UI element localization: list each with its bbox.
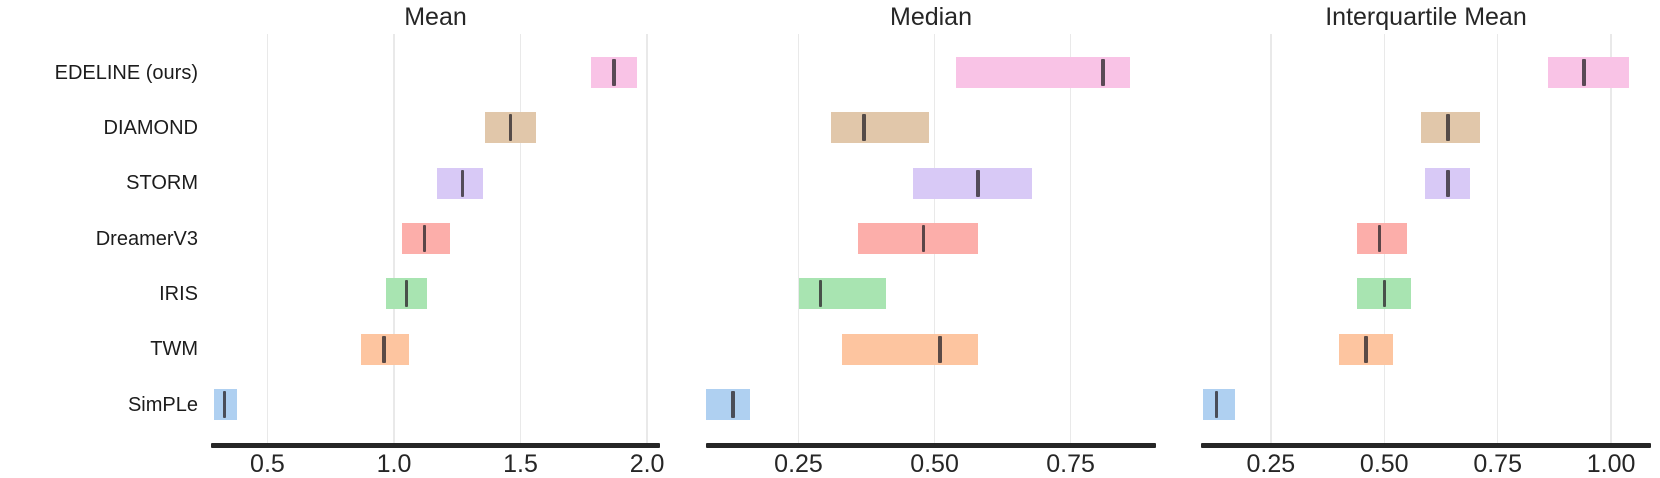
point-estimate-line xyxy=(1214,391,1219,419)
interval-bar-storm xyxy=(912,167,1033,199)
gridline-0.25 xyxy=(1270,34,1272,443)
x-axis-line xyxy=(211,443,660,448)
interval-bar-simple xyxy=(706,389,750,421)
point-estimate-line xyxy=(1382,280,1387,308)
x-axis-line xyxy=(706,443,1156,448)
interval-bar-dreamerv3 xyxy=(1357,223,1407,255)
point-estimate-line xyxy=(1377,225,1382,253)
point-estimate-line xyxy=(921,225,926,253)
point-estimate-line xyxy=(862,114,866,142)
point-estimate-line xyxy=(938,335,942,363)
interval-bar-twm xyxy=(842,333,979,365)
panel-interquartile-mean: Interquartile Mean 0.25 0.50 0.75 1.00 xyxy=(1201,0,1651,478)
point-estimate-line xyxy=(818,280,823,308)
point-estimate-line xyxy=(976,169,980,197)
row-label-1: EDELINE (ours) xyxy=(54,61,198,84)
x-tick-label-0.75: 0.75 xyxy=(1046,450,1095,478)
point-estimate-line xyxy=(1364,335,1368,363)
row-label-7: SimPLe xyxy=(127,393,198,416)
gridline-2.0 xyxy=(646,34,648,443)
panel-title-interquartile-mean: Interquartile Mean xyxy=(1325,3,1527,31)
point-estimate-line xyxy=(422,225,427,253)
row-label-5: IRIS xyxy=(159,282,198,305)
panel-title-median: Median xyxy=(890,3,972,31)
x-tick-label-0.50: 0.50 xyxy=(910,450,959,478)
x-tick-label-1.00: 1.00 xyxy=(1586,450,1636,478)
row-label-6: TWM xyxy=(150,338,198,361)
point-estimate-line xyxy=(731,391,735,419)
interval-bar-edeline-ours- xyxy=(956,57,1131,88)
interval-bar-edeline-ours- xyxy=(1547,57,1630,88)
gridline-0.5 xyxy=(266,34,269,443)
interval-bar-diamond xyxy=(831,112,930,144)
gridline-1.00 xyxy=(1610,34,1612,443)
point-estimate-line xyxy=(404,280,409,308)
row-label-4: DreamerV3 xyxy=(95,227,198,250)
interval-bar-dreamerv3 xyxy=(858,223,979,255)
panel-mean: Mean 0.5 1.0 1.5 2.0 xyxy=(211,0,664,478)
panel-title-mean: Mean xyxy=(404,3,467,31)
gridline-1.0 xyxy=(393,34,395,443)
x-tick-label-0.75: 0.75 xyxy=(1473,450,1523,478)
gridline-1.5 xyxy=(519,34,522,443)
x-tick-label-0.5: 0.5 xyxy=(250,450,285,478)
interval-bar-iris xyxy=(798,278,886,310)
point-estimate-line xyxy=(222,391,227,419)
point-estimate-line xyxy=(508,114,513,142)
point-estimate-line xyxy=(1101,59,1105,86)
point-estimate-line xyxy=(1446,169,1450,197)
gridline-0.75 xyxy=(1069,34,1072,443)
panel-median: Median 0.25 0.50 0.75 xyxy=(706,0,1156,478)
x-tick-label-0.50: 0.50 xyxy=(1359,450,1409,478)
x-tick-label-2.0: 2.0 xyxy=(629,450,665,478)
interval-bar-diamond xyxy=(1420,112,1480,144)
point-estimate-line xyxy=(382,335,386,363)
x-tick-label-1.0: 1.0 xyxy=(376,450,412,478)
point-estimate-line xyxy=(1582,59,1586,86)
point-estimate-line xyxy=(612,59,616,86)
interval-bar-storm xyxy=(437,167,483,199)
point-estimate-line xyxy=(1446,114,1450,142)
x-tick-label-0.25: 0.25 xyxy=(1246,450,1296,478)
gridline-0.25 xyxy=(797,34,800,443)
gridline-0.75 xyxy=(1496,34,1499,443)
row-label-3: STORM xyxy=(126,172,198,195)
algorithm-label-column: EDELINE (ours) DIAMOND STORM DreamerV3 IRIS T… xyxy=(0,0,198,478)
row-label-2: DIAMOND xyxy=(103,116,198,139)
interval-bar-simple xyxy=(1202,389,1235,421)
point-estimate-line xyxy=(460,169,465,197)
x-tick-label-0.25: 0.25 xyxy=(774,450,823,478)
x-tick-label-1.5: 1.5 xyxy=(503,450,538,478)
x-axis-line xyxy=(1201,443,1651,448)
